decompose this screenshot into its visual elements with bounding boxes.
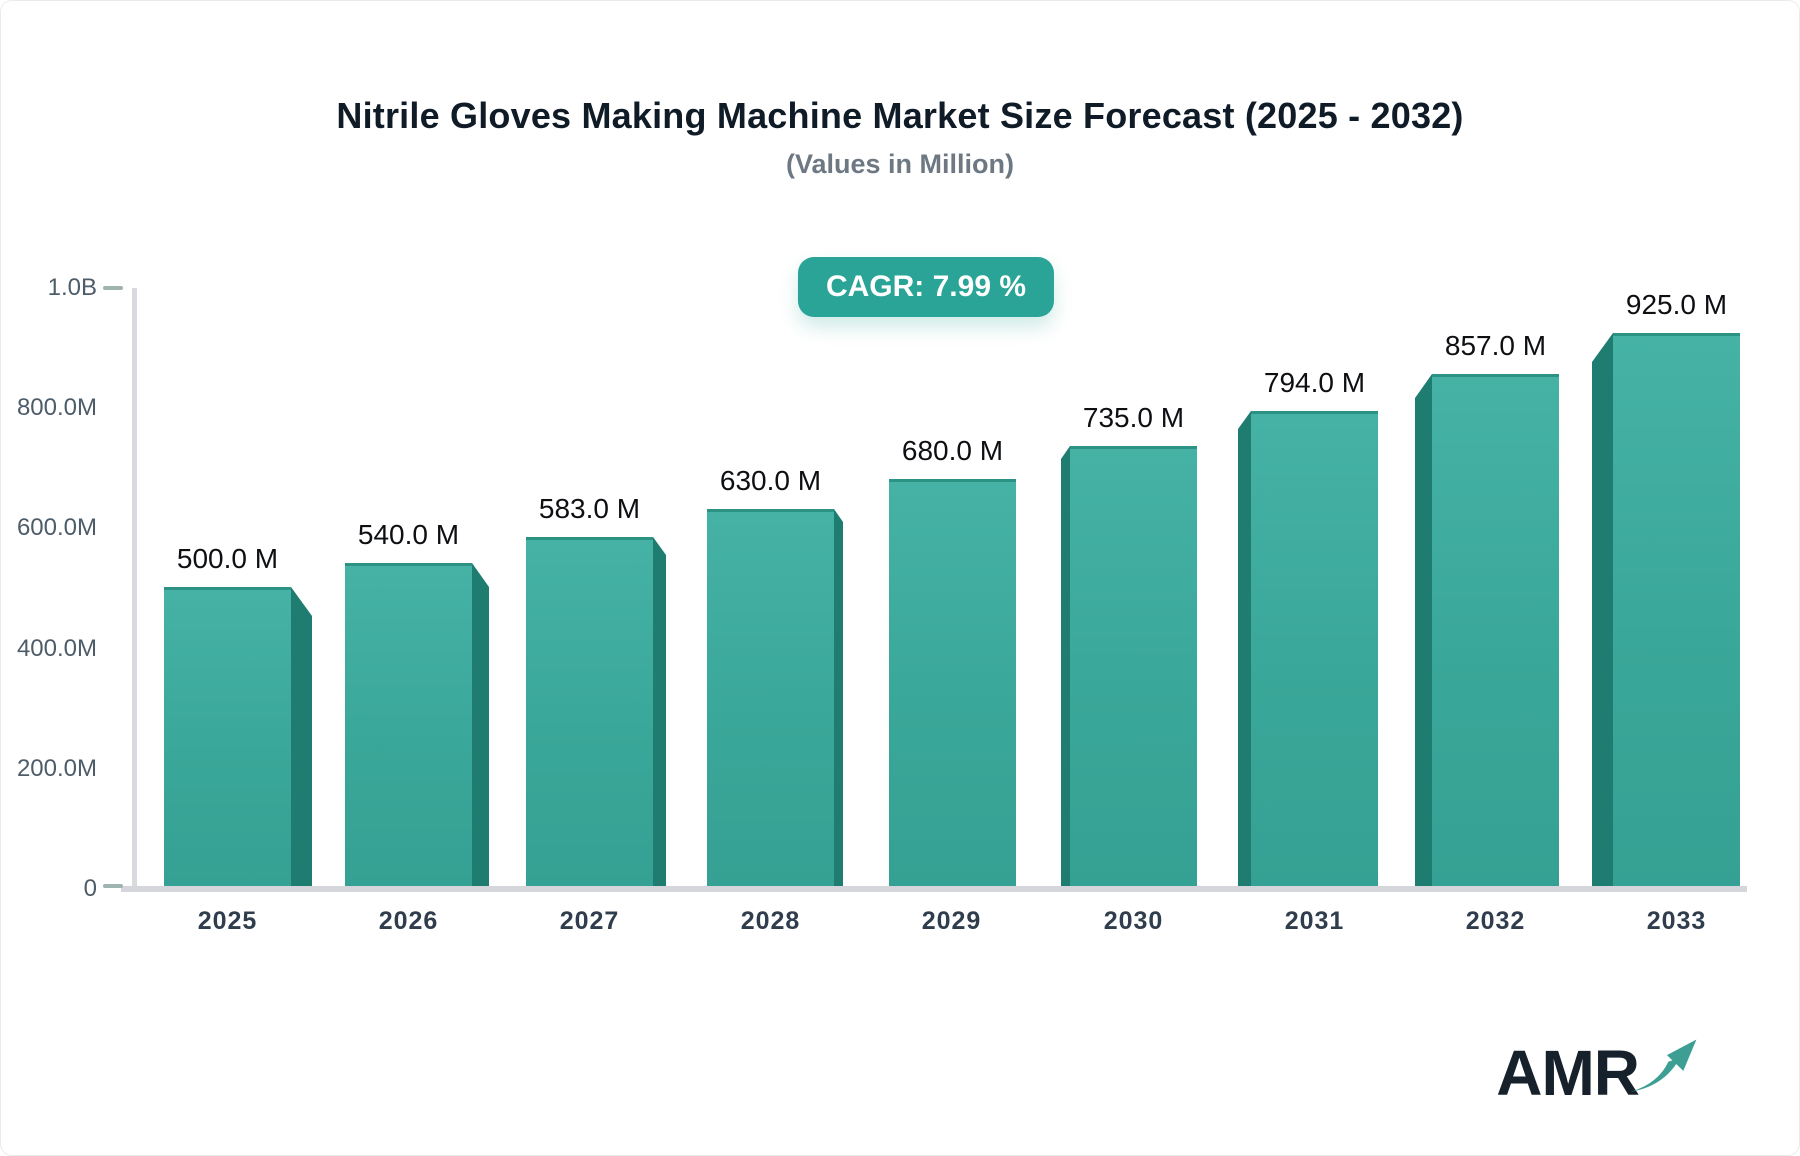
chart-subtitle: (Values in Million) — [785, 149, 1015, 179]
bar — [1251, 411, 1378, 886]
bar — [707, 509, 834, 886]
bar-3d-side — [653, 537, 666, 886]
chart-title: Nitrile Gloves Making Machine Market Siz… — [336, 95, 1464, 136]
x-tick-label: 2027 — [559, 907, 620, 935]
amr-logo-text: AMR — [1496, 1037, 1640, 1109]
x-tick-label: 2025 — [197, 907, 258, 935]
y-axis-line — [132, 288, 137, 889]
bar-value-label: 540.0 M — [357, 519, 460, 550]
bar-value-label: 500.0 M — [176, 543, 279, 574]
x-tick-label: 2029 — [921, 907, 982, 935]
x-axis-labels: 2025 2026 2027 2028 2029 2030 2031 2032 2033 — [137, 907, 1767, 947]
bar-3d-side — [291, 587, 312, 886]
y-tick-label: 600.0M — [16, 514, 97, 541]
y-tick-label: 200.0M — [16, 755, 97, 782]
bar-value-label: 925.0 M — [1625, 289, 1728, 320]
plot-area: 500.0 M 540.0 M 583.0 M 630.0 M 680.0 M 735.0… — [137, 288, 1767, 886]
x-tick-label: 2030 — [1103, 907, 1164, 935]
y-tick-0 — [103, 884, 123, 888]
bar — [889, 479, 1016, 886]
bar-value-label: 735.0 M — [1082, 402, 1185, 433]
cagr-badge: CAGR: 7.99 % — [797, 257, 1055, 317]
amr-logo: AMR — [1496, 1037, 1701, 1109]
bar-value-label: 630.0 M — [719, 465, 822, 496]
bar-3d-side — [834, 509, 843, 886]
bar — [1613, 333, 1740, 886]
bar-3d-side — [1061, 446, 1070, 886]
bar-value-label: 583.0 M — [538, 493, 641, 524]
bars-layer: 500.0 M 540.0 M 583.0 M 630.0 M 680.0 M 735.0… — [137, 288, 1767, 886]
x-tick-label: 2032 — [1465, 907, 1526, 935]
bar — [164, 587, 291, 886]
bar-3d-side — [472, 563, 489, 886]
y-tick-label: 0 — [83, 875, 97, 902]
bar — [1432, 374, 1559, 886]
x-axis-line — [121, 886, 1747, 892]
y-tick-label: 800.0M — [16, 394, 97, 421]
bar-value-label: 680.0 M — [901, 435, 1004, 466]
y-tick-label: 1.0B — [47, 274, 97, 301]
bar — [345, 563, 472, 886]
y-axis-labels: 1.0B 800.0M 600.0M 400.0M 200.0M 0 — [1, 274, 97, 902]
bar-value-label: 857.0 M — [1444, 330, 1547, 361]
y-tick-1b — [103, 286, 123, 290]
bar — [1070, 446, 1197, 886]
trend-up-arrow-icon — [1630, 1039, 1697, 1092]
x-tick-label: 2026 — [378, 907, 439, 935]
bar — [526, 537, 653, 886]
bar-3d-side — [1415, 374, 1432, 886]
bar-3d-side — [1592, 333, 1613, 886]
y-tick-label: 400.0M — [16, 635, 97, 662]
x-tick-label: 2031 — [1284, 907, 1345, 935]
x-tick-label: 2033 — [1646, 907, 1707, 935]
bar-value-label: 794.0 M — [1263, 367, 1366, 398]
bar-3d-side — [1238, 411, 1251, 886]
x-tick-label: 2028 — [740, 907, 801, 935]
